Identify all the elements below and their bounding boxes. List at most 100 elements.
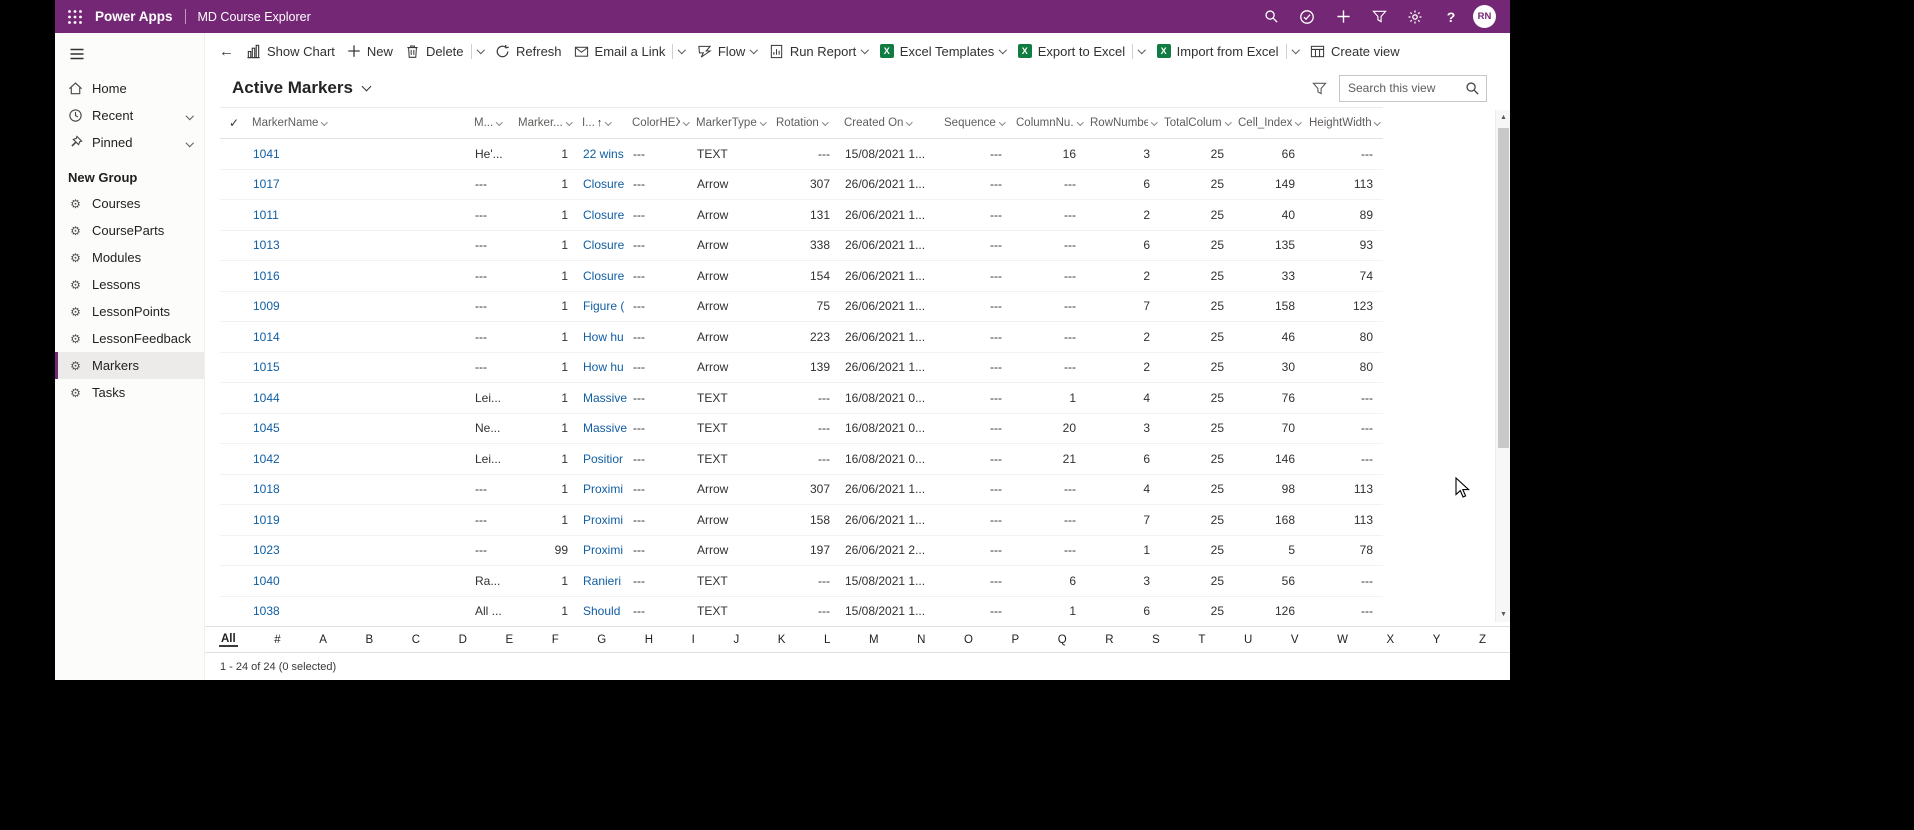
jump-x[interactable]: X bbox=[1386, 633, 1395, 646]
search-this-view-input[interactable] bbox=[1339, 74, 1487, 102]
column-header-sequence[interactable]: Sequence bbox=[940, 107, 1012, 139]
column-header-m[interactable]: M... bbox=[470, 107, 514, 139]
sidebar-item-recent[interactable]: Recent bbox=[55, 102, 204, 129]
check-circle-icon[interactable] bbox=[1293, 3, 1321, 31]
row-select-cell[interactable] bbox=[220, 504, 248, 536]
column-header-markertype[interactable]: MarkerType bbox=[692, 107, 772, 139]
row-select-cell[interactable] bbox=[220, 199, 248, 231]
column-header-rotation[interactable]: Rotation bbox=[772, 107, 840, 139]
sidebar-item-markers[interactable]: ⚙ Markers bbox=[55, 352, 204, 379]
jump-e[interactable]: E bbox=[505, 633, 514, 646]
cmd-email-a-link[interactable]: Email a Link bbox=[568, 37, 691, 65]
sidebar-item-pinned[interactable]: Pinned bbox=[55, 129, 204, 156]
cmd-export-to-excel[interactable]: X Export to Excel bbox=[1012, 37, 1151, 65]
column-header-createdon[interactable]: Created On bbox=[840, 107, 940, 139]
jump-q[interactable]: Q bbox=[1057, 633, 1067, 646]
table-row[interactable]: 1015 --- 1 How hu --- Arrow 139 26/06/2021 1...… bbox=[220, 352, 1383, 383]
jump-p[interactable]: P bbox=[1011, 633, 1020, 646]
sidebar-item-courses[interactable]: ⚙ Courses bbox=[55, 190, 204, 217]
jump-d[interactable]: D bbox=[458, 633, 467, 646]
jump-i[interactable]: I bbox=[691, 633, 695, 646]
jump-l[interactable]: L bbox=[823, 633, 831, 646]
hamburger-menu-icon[interactable] bbox=[55, 39, 204, 69]
sidebar-item-lessonfeedback[interactable]: ⚙ LessonFeedback bbox=[55, 325, 204, 352]
column-header-i[interactable]: I... ↑ bbox=[578, 107, 628, 139]
power-apps-logo-text[interactable]: Power Apps bbox=[95, 9, 173, 24]
jump-s[interactable]: S bbox=[1152, 633, 1160, 646]
add-icon[interactable] bbox=[1329, 3, 1357, 31]
column-header-columnnu[interactable]: ColumnNu... bbox=[1012, 107, 1086, 139]
table-row[interactable]: 1044 Lei... 1 Massive --- TEXT --- 16/08/2021 0… bbox=[220, 382, 1383, 414]
sidebar-item-courseparts[interactable]: ⚙ CourseParts bbox=[55, 217, 204, 244]
view-title[interactable]: Active Markers bbox=[232, 78, 353, 97]
row-select-cell[interactable] bbox=[220, 443, 248, 475]
chevron-down-icon[interactable] bbox=[1138, 46, 1146, 54]
chevron-down-icon[interactable] bbox=[1291, 46, 1300, 54]
row-select-cell[interactable] bbox=[220, 535, 248, 566]
table-row[interactable]: 1014 --- 1 How hu --- Arrow 223 26/06/2021 1...… bbox=[220, 321, 1383, 353]
cmd-create-view[interactable]: Create view bbox=[1304, 37, 1406, 65]
chevron-down-icon[interactable] bbox=[678, 46, 686, 54]
row-select-cell[interactable] bbox=[220, 169, 248, 200]
table-row[interactable]: 1042 Lei... 1 Positior --- TEXT --- 16/08/2021 … bbox=[220, 443, 1383, 475]
jump-f[interactable]: F bbox=[551, 633, 559, 646]
table-row[interactable]: 1041 He'... 1 22 wins --- TEXT --- 15/08/2021 1… bbox=[220, 138, 1383, 170]
row-select-cell[interactable] bbox=[220, 138, 248, 170]
row-select-cell[interactable] bbox=[220, 260, 248, 292]
cmd-show-chart[interactable]: Show Chart bbox=[240, 37, 341, 65]
jump-w[interactable]: W bbox=[1337, 633, 1348, 646]
chevron-down-icon[interactable] bbox=[861, 46, 869, 54]
chevron-down-icon[interactable] bbox=[999, 46, 1007, 54]
row-select-cell[interactable] bbox=[220, 474, 248, 505]
help-icon[interactable]: ? bbox=[1446, 8, 1456, 25]
avatar[interactable]: RN bbox=[1473, 5, 1496, 28]
table-row[interactable]: 1009 --- 1 Figure (--- Arrow 75 26/06/2021 1..… bbox=[220, 291, 1383, 322]
jump-j[interactable]: J bbox=[733, 633, 740, 646]
table-row[interactable]: 1013 --- 1 Closure --- Arrow 338 26/06/2021 1..… bbox=[220, 230, 1383, 261]
column-header-totalcolum[interactable]: TotalColum... bbox=[1160, 107, 1234, 139]
jump-n[interactable]: N bbox=[917, 633, 926, 646]
cmd-delete[interactable]: Delete bbox=[399, 37, 489, 65]
cmd-run-report[interactable]: Run Report bbox=[763, 37, 874, 65]
row-select-cell[interactable] bbox=[220, 382, 248, 414]
jump-m[interactable]: M bbox=[868, 633, 879, 646]
table-row[interactable]: 1019 --- 1 Proximi --- Arrow 158 26/06/2021 1..… bbox=[220, 504, 1383, 536]
row-select-cell[interactable] bbox=[220, 230, 248, 261]
cmd-excel-templates[interactable]: X Excel Templates bbox=[874, 37, 1012, 65]
column-header-rownumber[interactable]: RowNumber bbox=[1086, 107, 1160, 139]
search-icon[interactable] bbox=[1257, 3, 1285, 31]
jump-all[interactable]: All bbox=[219, 633, 238, 647]
jump-b[interactable]: B bbox=[365, 633, 374, 646]
cmd-new[interactable]: New bbox=[341, 37, 399, 65]
jump-v[interactable]: V bbox=[1290, 633, 1299, 646]
cmd-refresh[interactable]: Refresh bbox=[489, 37, 568, 65]
table-row[interactable]: 1038 All ... 1 Should --- TEXT --- 15/08/2021 1… bbox=[220, 596, 1383, 626]
row-select-cell[interactable] bbox=[220, 291, 248, 322]
sidebar-item-lessons[interactable]: ⚙ Lessons bbox=[55, 271, 204, 298]
jump-hash[interactable]: # bbox=[274, 633, 281, 646]
table-row[interactable]: 1017 --- 1 Closure --- Arrow 307 26/06/2021 1..… bbox=[220, 169, 1383, 200]
jump-g[interactable]: G bbox=[597, 633, 607, 646]
row-select-cell[interactable] bbox=[220, 596, 248, 626]
sidebar-item-lessonpoints[interactable]: ⚙ LessonPoints bbox=[55, 298, 204, 325]
cmd-import-from-excel[interactable]: X Import from Excel bbox=[1151, 37, 1304, 65]
filter-icon[interactable] bbox=[1312, 81, 1327, 96]
table-row[interactable]: 1040 Ra... 1 Ranieri --- TEXT --- 15/08/2021 1.… bbox=[220, 565, 1383, 597]
jump-a[interactable]: A bbox=[319, 633, 327, 646]
jump-z[interactable]: Z bbox=[1478, 633, 1486, 646]
table-row[interactable]: 1011 --- 1 Closure --- Arrow 131 26/06/2021 1..… bbox=[220, 199, 1383, 231]
table-row[interactable]: 1018 --- 1 Proximi --- Arrow 307 26/06/2021 1..… bbox=[220, 474, 1383, 505]
scrollbar-thumb[interactable] bbox=[1498, 128, 1509, 448]
jump-u[interactable]: U bbox=[1243, 633, 1253, 646]
chevron-down-icon[interactable] bbox=[750, 46, 758, 54]
settings-icon[interactable] bbox=[1401, 3, 1429, 31]
jump-k[interactable]: K bbox=[777, 633, 786, 646]
chevron-down-icon[interactable] bbox=[476, 46, 485, 54]
app-launcher-waffle-icon[interactable] bbox=[55, 0, 95, 33]
column-header-colorhex[interactable]: ColorHEX bbox=[628, 107, 692, 139]
row-select-cell[interactable] bbox=[220, 565, 248, 597]
table-row[interactable]: 1023 --- 99 Proximi --- Arrow 197 26/06/2021 2.… bbox=[220, 535, 1383, 566]
select-all-header[interactable]: ✓ bbox=[220, 107, 248, 139]
table-row[interactable]: 1016 --- 1 Closure --- Arrow 154 26/06/2021 1..… bbox=[220, 260, 1383, 292]
row-select-cell[interactable] bbox=[220, 413, 248, 444]
